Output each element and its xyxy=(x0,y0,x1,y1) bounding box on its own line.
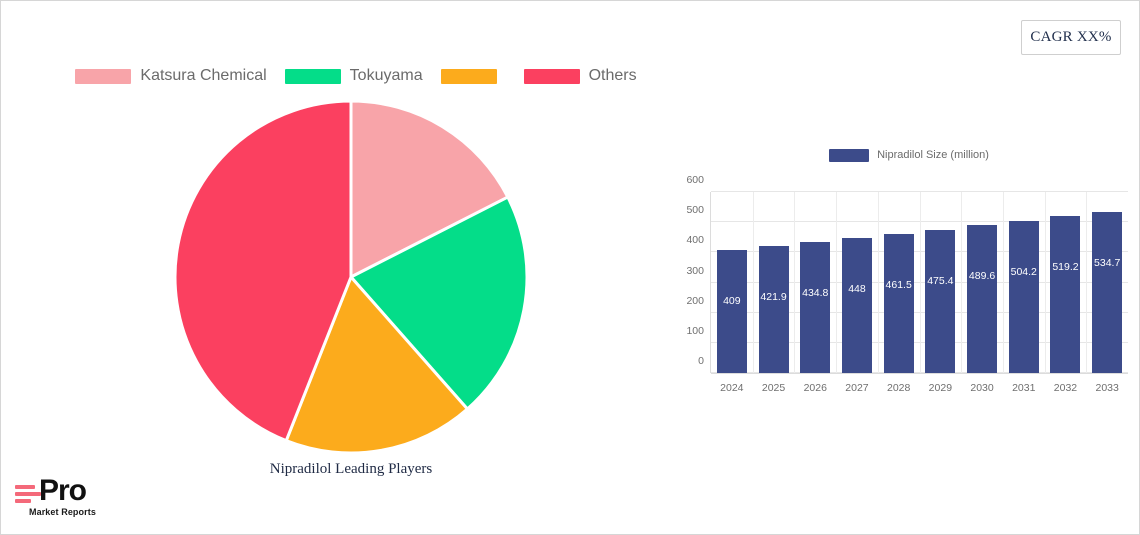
bar-chart-panel: Nipradilol Size (million) 0 100 200 300 400 5… xyxy=(684,144,1134,414)
bar[interactable]: 489.6 xyxy=(967,225,998,373)
pie-slice[interactable] xyxy=(349,101,510,280)
x-axis-tick-label: 2032 xyxy=(1053,382,1078,394)
bar-value-label: 421.9 xyxy=(760,290,787,303)
x-axis-line xyxy=(711,373,1128,374)
bar-legend: Nipradilol Size (million) xyxy=(684,144,1134,166)
bar[interactable]: 504.2 xyxy=(1008,220,1039,373)
category-separator xyxy=(1002,192,1004,373)
bar[interactable]: 475.4 xyxy=(925,229,956,373)
bar-cell: 504.2 2031 xyxy=(1003,192,1045,394)
pie-legend-item[interactable]: Tokuyama xyxy=(284,67,423,85)
x-axis-tick-label: 2025 xyxy=(761,382,786,394)
logo-mark: Pro xyxy=(15,473,115,506)
pie-legend-swatch xyxy=(523,68,580,84)
y-axis-tick-label: 200 xyxy=(686,294,704,307)
pie-legend-item[interactable] xyxy=(440,68,506,84)
x-axis-tick-label: 2024 xyxy=(720,382,744,394)
bar[interactable]: 409 xyxy=(716,249,747,373)
bar-value-label: 519.2 xyxy=(1052,261,1079,274)
bar-cell: 489.6 2030 xyxy=(961,192,1003,394)
bar-legend-swatch xyxy=(829,148,870,162)
category-separator xyxy=(752,192,754,373)
pie-svg xyxy=(173,101,529,453)
bar-chart: 0 100 200 300 400 500 600 409 2024 421.9 2025 434.… xyxy=(684,170,1134,415)
x-axis-tick-label: 2028 xyxy=(886,382,911,394)
x-axis-tick-label: 2026 xyxy=(803,382,827,394)
pie-slices xyxy=(173,101,529,453)
pie-legend-label: Katsura Chemical xyxy=(140,67,267,84)
x-axis-tick-label: 2030 xyxy=(970,382,994,394)
pie-legend-swatch xyxy=(284,68,341,84)
category-separator xyxy=(836,192,838,373)
bar[interactable]: 448 xyxy=(841,237,872,373)
y-axis-tick-label: 100 xyxy=(686,324,704,337)
category-separator xyxy=(1086,192,1088,373)
bar-plot-area: 0 100 200 300 400 500 600 409 2024 421.9 2025 434.… xyxy=(686,174,1128,394)
x-axis-tick-label: 2029 xyxy=(928,382,953,394)
pie-slice[interactable] xyxy=(348,195,529,412)
bar-cell: 519.2 2032 xyxy=(1045,192,1087,394)
bar-value-label: 448 xyxy=(848,282,866,295)
bar-series: 409 2024 421.9 2025 434.8 2026 448 2027 461.5 202… xyxy=(711,192,1128,394)
pie-chart-panel: Katsura Chemical Tokuyama Others Nipradilo… xyxy=(1,61,701,501)
cagr-badge-label: CAGR XX% xyxy=(1030,29,1112,45)
logo-subtitle: Market Reports xyxy=(29,507,96,517)
bar-value-label: 534.7 xyxy=(1094,256,1121,269)
logo-wordmark: Pro xyxy=(39,474,87,507)
category-separator xyxy=(1044,192,1046,373)
y-axis-tick-label: 500 xyxy=(686,204,704,217)
bar[interactable]: 461.5 xyxy=(883,233,914,373)
pie-legend-label: Tokuyama xyxy=(349,67,423,84)
bar[interactable]: 434.8 xyxy=(800,241,831,373)
bar-value-label: 489.6 xyxy=(968,270,996,283)
pie-legend-swatch xyxy=(75,68,132,84)
bar-cell: 434.8 2026 xyxy=(794,192,836,394)
logo-speed-bars-icon xyxy=(15,485,41,506)
x-axis-tick-label: 2033 xyxy=(1095,382,1119,394)
pie-caption: Nipradilol Leading Players xyxy=(269,461,433,477)
pie-legend: Katsura Chemical Tokuyama Others xyxy=(1,61,701,91)
bar[interactable]: 534.7 xyxy=(1092,211,1123,373)
bar-value-label: 434.8 xyxy=(802,286,829,299)
bar-cell: 421.9 2025 xyxy=(753,192,795,394)
pie-legend-swatch xyxy=(440,68,497,84)
pie-legend-item[interactable]: Others xyxy=(523,67,637,85)
bar-cell: 475.4 2029 xyxy=(920,192,962,394)
pie-chart xyxy=(171,101,531,453)
category-separator xyxy=(794,192,796,373)
bar-cell: 534.7 2033 xyxy=(1086,192,1128,394)
pie-legend-item[interactable]: Katsura Chemical xyxy=(75,67,267,85)
x-axis-tick-label: 2027 xyxy=(845,382,869,394)
bar-cell: 448 2027 xyxy=(836,192,878,394)
pie-slice[interactable] xyxy=(173,101,353,443)
bar-value-label: 409 xyxy=(723,294,741,307)
category-separator xyxy=(877,192,879,373)
bar-value-label: 504.2 xyxy=(1010,265,1037,278)
gridline: 600 xyxy=(686,174,1128,192)
bar-cell: 409 2024 xyxy=(711,192,753,394)
bar-cell: 461.5 2028 xyxy=(878,192,920,394)
bar-value-label: 461.5 xyxy=(885,278,912,291)
logo: Pro Market Reports xyxy=(15,473,115,523)
pie-legend-label: Others xyxy=(588,67,637,84)
y-axis-tick-label: 0 xyxy=(698,355,704,367)
cagr-badge: CAGR XX% xyxy=(1021,20,1121,55)
pie-slice[interactable] xyxy=(284,274,470,453)
category-separator xyxy=(961,192,963,373)
bar-value-label: 475.4 xyxy=(927,274,954,287)
y-axis-tick-label: 600 xyxy=(686,174,704,186)
bar[interactable]: 421.9 xyxy=(758,245,789,373)
bar[interactable]: 519.2 xyxy=(1050,216,1081,373)
category-separator xyxy=(919,192,921,373)
y-axis-tick-label: 300 xyxy=(686,264,704,277)
bar-legend-label: Nipradilol Size (million) xyxy=(877,149,989,161)
y-axis-tick-label: 400 xyxy=(686,234,704,247)
x-axis-tick-label: 2031 xyxy=(1012,382,1036,394)
